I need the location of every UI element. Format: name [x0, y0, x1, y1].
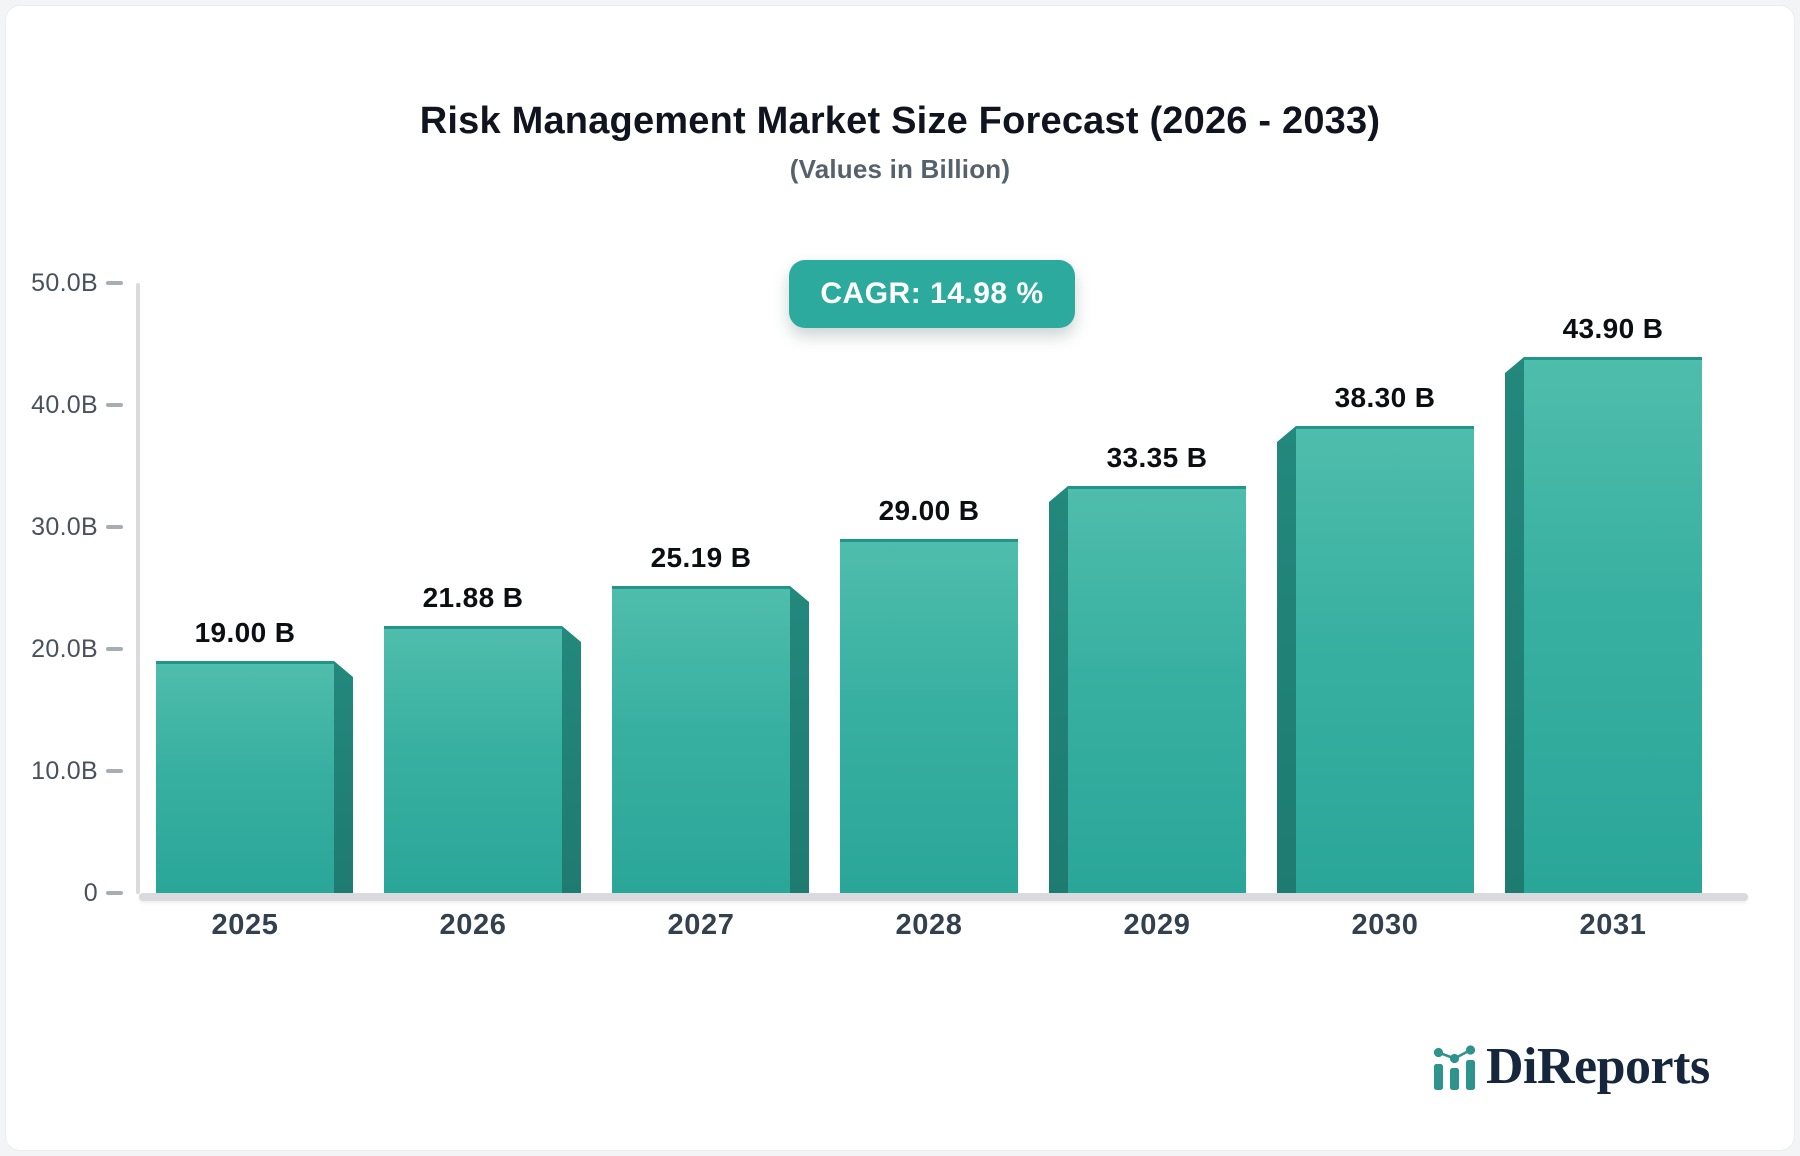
bar-value-label: 29.00 B [878, 495, 980, 526]
chart-title: Risk Management Market Size Forecast (20… [419, 100, 1381, 142]
x-tick-label: 2025 [211, 909, 279, 941]
bar-value-label: 21.88 B [422, 582, 524, 613]
y-tick-dash [106, 769, 123, 773]
bar-side-panel [1049, 486, 1068, 893]
bar [612, 586, 790, 893]
bar-value-label: 25.19 B [650, 542, 752, 573]
x-axis-baseline [139, 893, 1748, 901]
bar [1296, 426, 1474, 893]
bar-value-label: 38.30 B [1334, 382, 1436, 413]
y-tick-label: 0 [83, 879, 98, 907]
x-tick-label: 2029 [1123, 909, 1191, 941]
y-tick-dash [106, 525, 123, 529]
bar [840, 539, 1018, 893]
bar-side-panel [790, 586, 809, 893]
bar-side-panel [1505, 357, 1524, 893]
bar-side-panel [562, 626, 581, 893]
logo-text: DiReports [1486, 1038, 1710, 1095]
direports-logo: DiReports [1434, 1038, 1710, 1095]
x-tick-label: 2026 [439, 909, 507, 941]
bar [1524, 357, 1702, 893]
y-tick-label: 20.0B [31, 635, 98, 663]
chart-subtitle: (Values in Billion) [789, 154, 1011, 184]
y-tick-dash [106, 647, 123, 651]
chart-card: Risk Management Market Size Forecast (20… [6, 6, 1794, 1150]
bar [156, 661, 334, 893]
plot-area: 50.0B 40.0B 30.0B 20.0B 10.0B 0 19.00 B 2025 21.… [6, 6, 1794, 1150]
cagr-badge: CAGR: 14.98 % [789, 260, 1075, 328]
y-tick-label: 40.0B [31, 391, 98, 419]
x-tick-label: 2028 [895, 909, 963, 941]
y-tick-label: 30.0B [31, 513, 98, 541]
y-tick-label: 10.0B [31, 757, 98, 785]
x-tick-label: 2027 [667, 909, 735, 941]
y-tick-dash [106, 891, 123, 895]
bar [1068, 486, 1246, 893]
bar-side-panel [1277, 426, 1296, 893]
bar-side-panel [334, 661, 353, 893]
x-tick-label: 2030 [1351, 909, 1419, 941]
y-tick-label: 50.0B [31, 269, 98, 297]
bar-value-label: 19.00 B [194, 617, 296, 648]
y-tick-dash [106, 403, 123, 407]
y-axis-line [136, 283, 140, 894]
y-tick-dash [106, 281, 123, 285]
x-tick-label: 2031 [1579, 909, 1647, 941]
bar [384, 626, 562, 893]
bar-value-label: 33.35 B [1106, 442, 1208, 473]
bar-value-label: 43.90 B [1562, 313, 1664, 344]
bar-chart-trend-icon [1434, 1045, 1476, 1090]
